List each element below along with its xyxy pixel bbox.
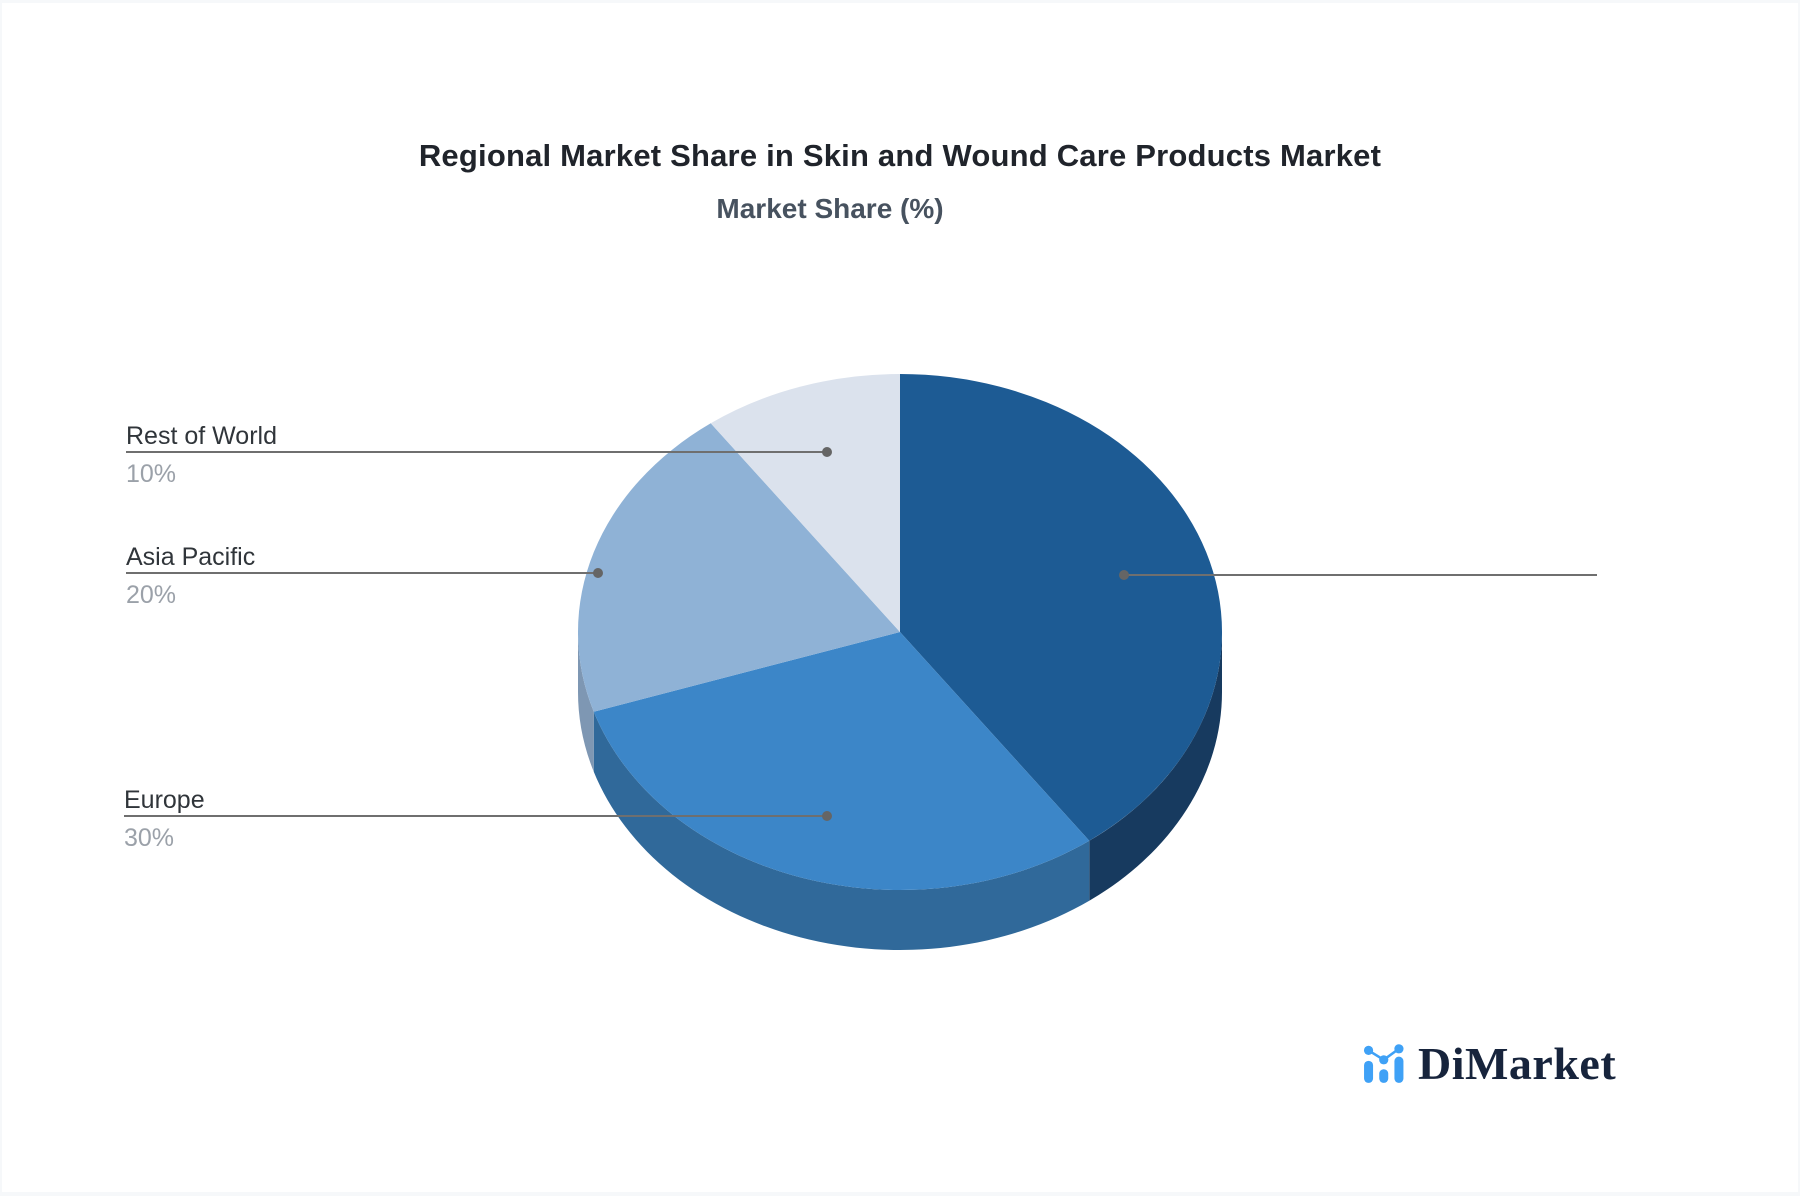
leader-dot-icon — [593, 568, 603, 578]
chart-subtitle: Market Share (%) — [716, 193, 944, 224]
left-edge-strip — [0, 0, 2, 1196]
leader-line — [124, 815, 827, 817]
pie-slice-rest-of-world[interactable] — [710, 374, 900, 632]
leader-dot-icon — [822, 447, 832, 457]
dimarket-logo: DiMarket — [1363, 1040, 1616, 1088]
slice-label: Rest of World — [126, 422, 277, 450]
pie-slice-asia-pacific[interactable] — [577, 423, 900, 712]
bar-chart-icon — [1363, 1044, 1404, 1083]
slice-label: Europe — [124, 786, 205, 814]
leader-line — [1124, 574, 1597, 576]
slice-percent: 10% — [126, 460, 177, 488]
pie-slice-side-north-america — [1089, 632, 1222, 901]
leader-dot-icon — [822, 811, 832, 821]
logo-text: DiMarket — [1418, 1038, 1617, 1089]
leader-line — [126, 572, 598, 574]
slice-percent: 20% — [126, 581, 177, 609]
pie-slice-side-asia-pacific — [578, 632, 594, 772]
leader-dot-icon — [1119, 570, 1129, 580]
top-edge-strip — [0, 0, 1800, 3]
pie-slice-side-europe — [593, 711, 1090, 951]
bottom-edge-strip — [0, 1192, 1800, 1196]
chart-title: Regional Market Share in Skin and Wound … — [418, 138, 1382, 173]
slice-label: Asia Pacific — [126, 543, 256, 571]
pie-slice-europe[interactable] — [593, 632, 1090, 891]
leader-line — [126, 451, 827, 453]
slice-percent: 30% — [124, 824, 175, 852]
pie-slice-north-america[interactable] — [900, 374, 1223, 841]
right-edge-strip — [1798, 0, 1800, 1196]
